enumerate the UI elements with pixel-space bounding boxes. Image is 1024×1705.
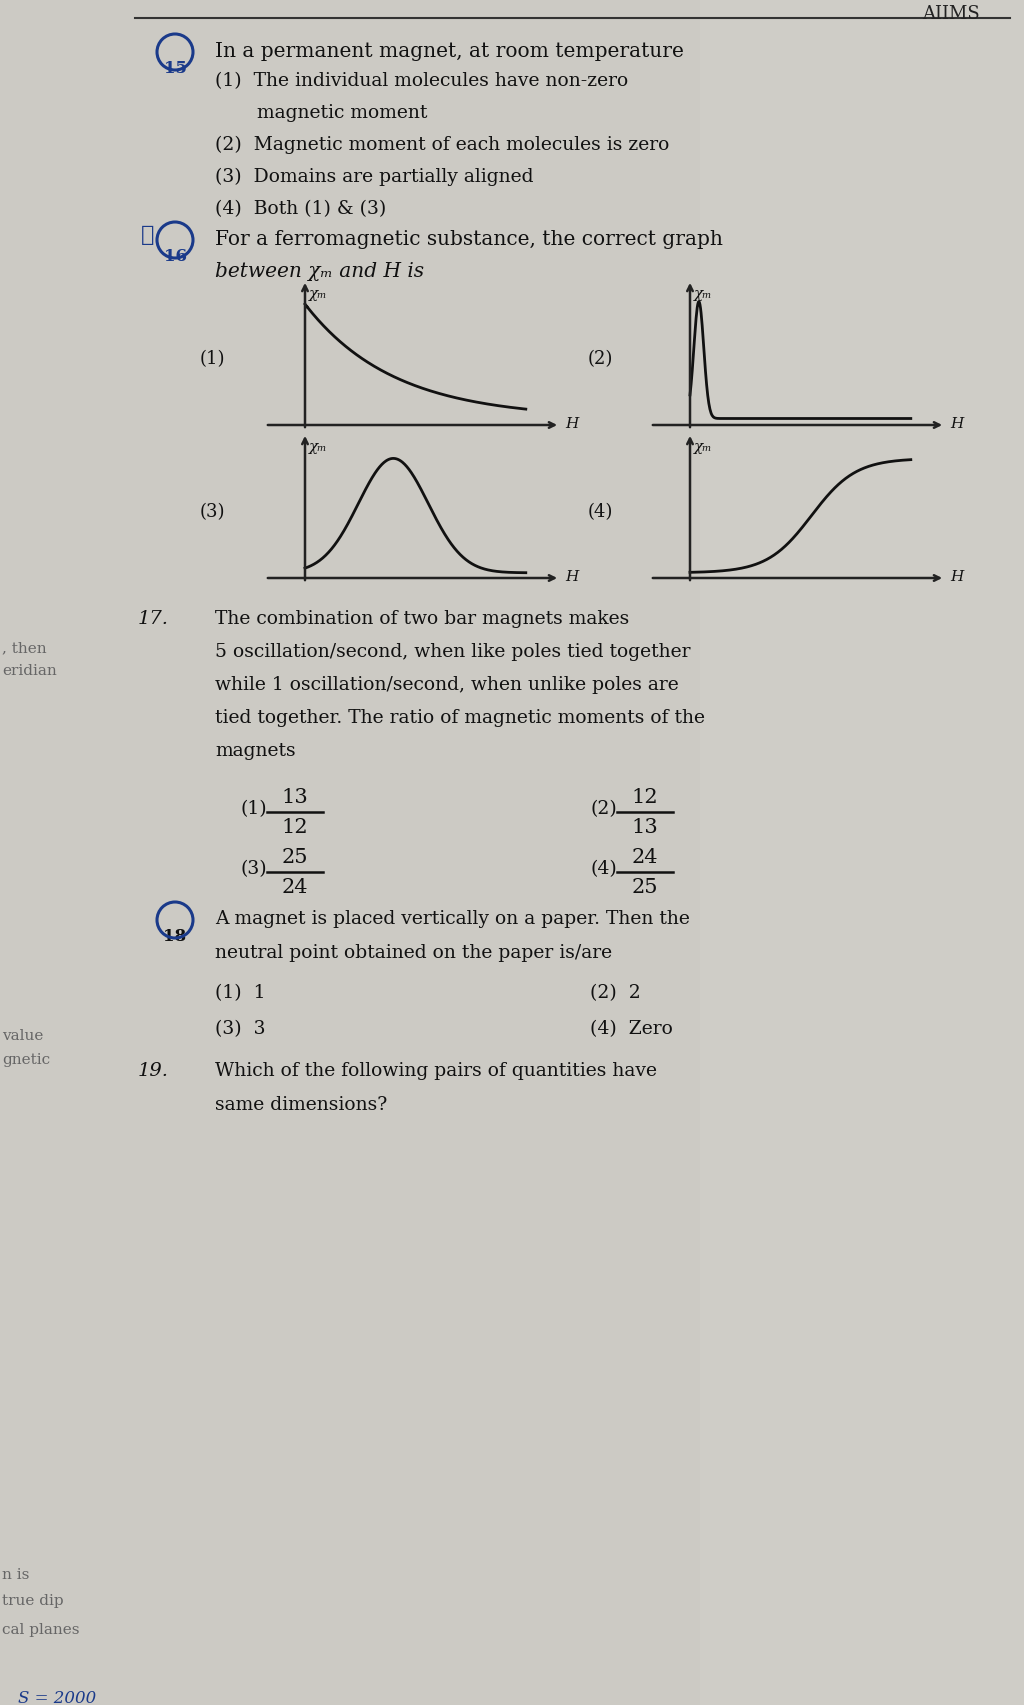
Text: Which of the following pairs of quantities have: Which of the following pairs of quantiti… <box>215 1062 657 1079</box>
Text: S = 2000: S = 2000 <box>18 1690 96 1705</box>
Text: 18: 18 <box>164 928 186 945</box>
Text: gnetic: gnetic <box>2 1054 50 1067</box>
Text: 5 oscillation/second, when like poles tied together: 5 oscillation/second, when like poles ti… <box>215 643 690 662</box>
Text: (3)  Domains are partially aligned: (3) Domains are partially aligned <box>215 169 534 186</box>
Text: 24: 24 <box>282 878 308 897</box>
Text: (3)  3: (3) 3 <box>215 1020 265 1038</box>
Text: 13: 13 <box>632 818 658 837</box>
Text: χₘ: χₘ <box>694 440 713 454</box>
Text: (4)  Zero: (4) Zero <box>590 1020 673 1038</box>
Text: tied together. The ratio of magnetic moments of the: tied together. The ratio of magnetic mom… <box>215 709 705 726</box>
Bar <box>700 0 1024 1705</box>
Text: (4)  Both (1) & (3): (4) Both (1) & (3) <box>215 199 386 218</box>
Text: (4): (4) <box>590 859 616 878</box>
Text: H: H <box>565 418 579 431</box>
Text: 16: 16 <box>164 247 186 264</box>
Text: 25: 25 <box>632 878 658 897</box>
Text: cal planes: cal planes <box>2 1623 80 1637</box>
Text: ✱: ✱ <box>141 223 155 246</box>
Text: , then: , then <box>2 641 47 655</box>
Text: (2)  Magnetic moment of each molecules is zero: (2) Magnetic moment of each molecules is… <box>215 136 670 153</box>
Text: In a permanent magnet, at room temperature: In a permanent magnet, at room temperatu… <box>215 43 684 61</box>
Text: 13: 13 <box>282 788 308 806</box>
Text: The combination of two bar magnets makes: The combination of two bar magnets makes <box>215 610 630 627</box>
Text: (2)  2: (2) 2 <box>590 984 641 1003</box>
Text: true dip: true dip <box>2 1594 63 1608</box>
Text: H: H <box>565 569 579 585</box>
Text: magnets: magnets <box>215 742 296 760</box>
Text: χₘ: χₘ <box>309 440 328 454</box>
Text: neutral point obtained on the paper is/are: neutral point obtained on the paper is/a… <box>215 945 612 962</box>
Text: For a ferromagnetic substance, the correct graph: For a ferromagnetic substance, the corre… <box>215 230 723 249</box>
Text: eridian: eridian <box>2 663 56 679</box>
Text: n is: n is <box>2 1569 30 1582</box>
Text: magnetic moment: magnetic moment <box>215 104 427 123</box>
Text: while 1 oscillation/second, when unlike poles are: while 1 oscillation/second, when unlike … <box>215 675 679 694</box>
Text: (1)  The individual molecules have non-zero: (1) The individual molecules have non-ze… <box>215 72 629 90</box>
Text: H: H <box>950 418 964 431</box>
Text: (1): (1) <box>200 350 225 368</box>
Text: (1): (1) <box>240 800 266 818</box>
Text: (4): (4) <box>588 503 613 522</box>
Text: 24: 24 <box>632 847 658 868</box>
Text: χₘ: χₘ <box>694 286 713 302</box>
Text: 19.: 19. <box>138 1062 169 1079</box>
Text: 12: 12 <box>282 818 308 837</box>
Text: AIIMS: AIIMS <box>923 5 980 22</box>
Text: 15: 15 <box>164 60 186 77</box>
Text: 12: 12 <box>632 788 658 806</box>
Text: value: value <box>2 1030 43 1043</box>
Text: (3): (3) <box>240 859 266 878</box>
Text: A magnet is placed vertically on a paper. Then the: A magnet is placed vertically on a paper… <box>215 910 690 928</box>
Text: 25: 25 <box>282 847 308 868</box>
Text: (3): (3) <box>200 503 225 522</box>
Text: H: H <box>950 569 964 585</box>
Text: same dimensions?: same dimensions? <box>215 1096 387 1113</box>
Text: between χₘ and H is: between χₘ and H is <box>215 263 424 281</box>
Text: (1)  1: (1) 1 <box>215 984 265 1003</box>
Text: (2): (2) <box>588 350 613 368</box>
Text: χₘ: χₘ <box>309 286 328 302</box>
Text: 17.: 17. <box>138 610 169 627</box>
Text: (2): (2) <box>590 800 616 818</box>
